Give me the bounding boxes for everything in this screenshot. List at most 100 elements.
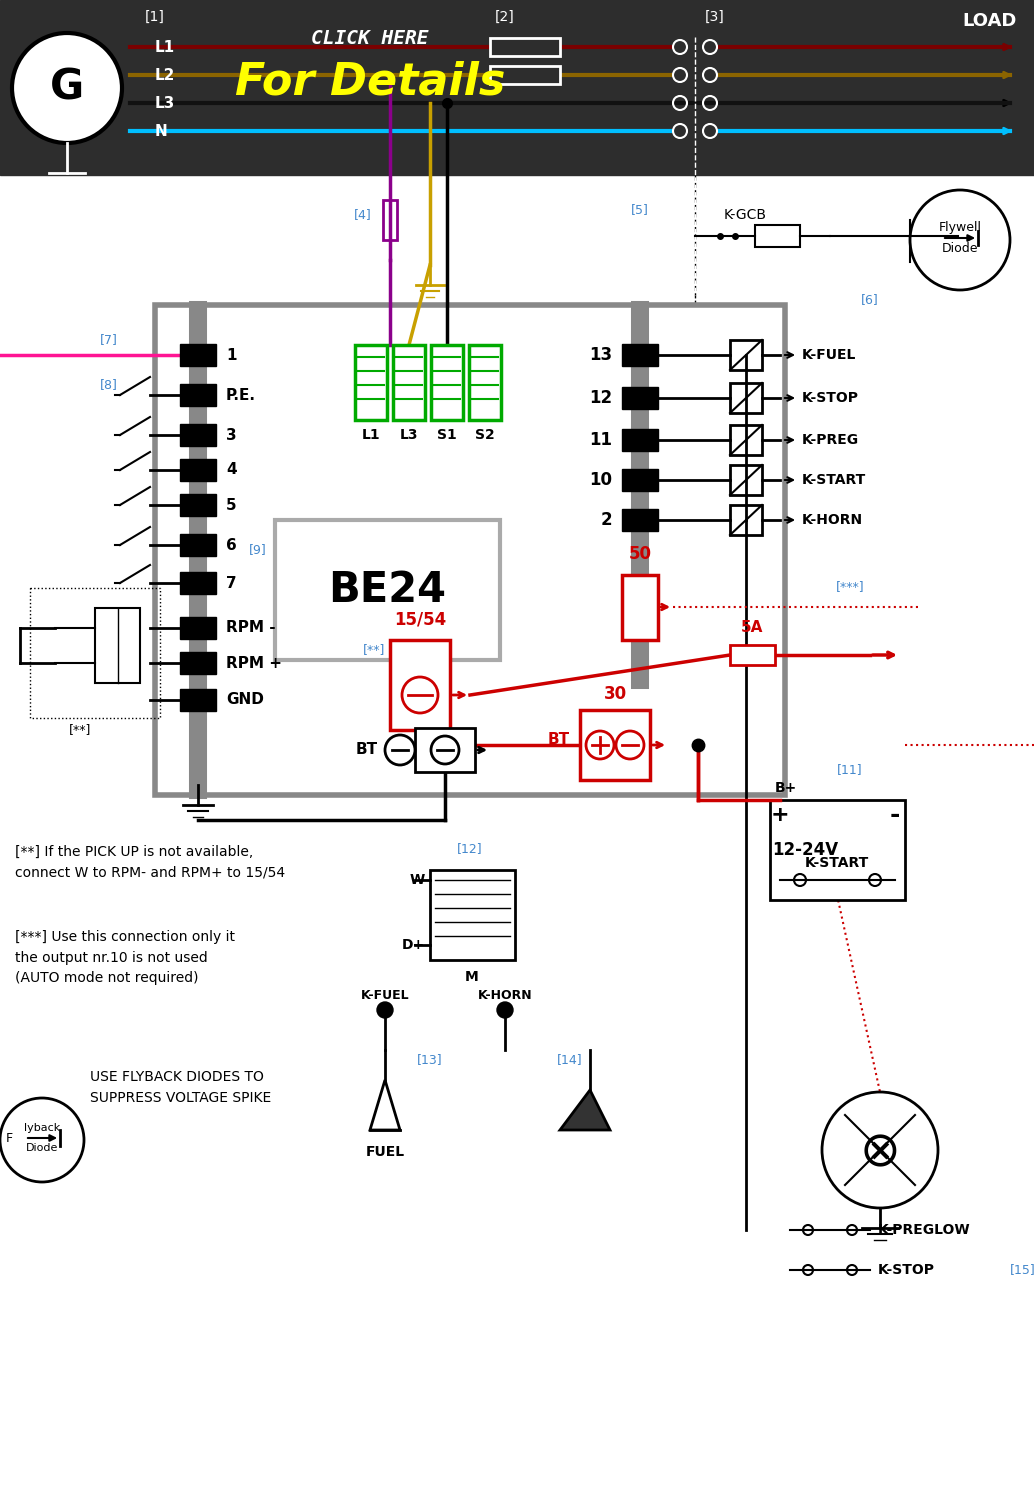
Text: K-FUEL: K-FUEL bbox=[802, 347, 856, 362]
Text: [7]: [7] bbox=[100, 334, 118, 346]
Text: 7: 7 bbox=[226, 576, 237, 591]
Text: L3: L3 bbox=[155, 95, 175, 110]
Bar bbox=[469, 344, 501, 420]
Text: LOAD: LOAD bbox=[963, 12, 1017, 30]
Text: L1: L1 bbox=[155, 39, 175, 54]
Bar bbox=[390, 641, 450, 729]
Bar bbox=[730, 426, 762, 456]
Text: K-HORN: K-HORN bbox=[478, 990, 533, 1002]
Bar bbox=[770, 800, 905, 899]
Text: USE FLYBACK DIODES TO
SUPPRESS VOLTAGE SPIKE: USE FLYBACK DIODES TO SUPPRESS VOLTAGE S… bbox=[90, 1069, 271, 1104]
Text: K-HORN: K-HORN bbox=[802, 513, 863, 526]
Polygon shape bbox=[560, 1090, 610, 1130]
Bar bbox=[180, 424, 216, 447]
Bar bbox=[180, 493, 216, 516]
Text: D+: D+ bbox=[402, 938, 425, 952]
Text: 30: 30 bbox=[604, 684, 627, 702]
Text: BE24: BE24 bbox=[329, 569, 447, 611]
Text: 2: 2 bbox=[601, 511, 612, 529]
Text: L1: L1 bbox=[362, 429, 381, 442]
Text: FUEL: FUEL bbox=[365, 1145, 404, 1160]
Text: 10: 10 bbox=[589, 471, 612, 489]
Circle shape bbox=[497, 1002, 513, 1018]
Bar bbox=[580, 710, 650, 781]
Text: K-GCB: K-GCB bbox=[724, 208, 766, 223]
Text: ⊗: ⊗ bbox=[859, 1128, 901, 1176]
Text: F: F bbox=[6, 1131, 13, 1145]
Text: [8]: [8] bbox=[100, 379, 118, 391]
Text: L3: L3 bbox=[400, 429, 418, 442]
Text: 11: 11 bbox=[589, 432, 612, 450]
Circle shape bbox=[0, 1098, 84, 1182]
Bar bbox=[180, 689, 216, 711]
Text: 6: 6 bbox=[226, 537, 237, 552]
Bar bbox=[180, 459, 216, 481]
Text: P.E.: P.E. bbox=[226, 388, 256, 403]
Text: 5: 5 bbox=[226, 498, 237, 513]
Text: lyback: lyback bbox=[24, 1123, 60, 1133]
Text: K-PREGLOW: K-PREGLOW bbox=[878, 1223, 971, 1236]
Text: K-STOP: K-STOP bbox=[878, 1263, 935, 1277]
Text: [***] Use this connection only it
the output nr.10 is not used
(AUTO mode not re: [***] Use this connection only it the ou… bbox=[16, 929, 235, 985]
Text: [**]: [**] bbox=[69, 723, 91, 735]
Bar bbox=[0, 0, 1034, 174]
Bar bbox=[730, 505, 762, 535]
Text: K-START: K-START bbox=[804, 856, 870, 869]
Bar bbox=[180, 572, 216, 594]
Bar bbox=[490, 38, 560, 56]
Text: [4]: [4] bbox=[355, 209, 372, 221]
Text: [15]: [15] bbox=[1010, 1263, 1034, 1277]
Text: K-PREG: K-PREG bbox=[802, 433, 859, 447]
Text: 12: 12 bbox=[589, 390, 612, 408]
Text: K-START: K-START bbox=[802, 472, 866, 487]
Text: L2: L2 bbox=[155, 68, 176, 83]
Bar bbox=[730, 340, 762, 370]
Text: RPM -: RPM - bbox=[226, 621, 276, 636]
Bar bbox=[490, 66, 560, 84]
Text: 13: 13 bbox=[589, 346, 612, 364]
Bar bbox=[431, 344, 463, 420]
Text: 5A: 5A bbox=[740, 620, 763, 635]
Text: 15/54: 15/54 bbox=[394, 611, 446, 629]
Text: K-FUEL: K-FUEL bbox=[361, 990, 409, 1002]
Text: [**]: [**] bbox=[363, 644, 385, 657]
Bar bbox=[730, 645, 776, 665]
Text: [3]: [3] bbox=[705, 11, 725, 24]
Bar bbox=[180, 384, 216, 406]
Text: [11]: [11] bbox=[838, 764, 862, 776]
Bar bbox=[622, 508, 658, 531]
Bar bbox=[622, 469, 658, 490]
Text: S1: S1 bbox=[437, 429, 457, 442]
Bar bbox=[383, 200, 397, 241]
Text: Diode: Diode bbox=[942, 242, 978, 254]
Text: B+: B+ bbox=[776, 781, 797, 796]
Text: [5]: [5] bbox=[631, 203, 649, 217]
Text: [**] If the PICK UP is not available,
connect W to RPM- and RPM+ to 15/54: [**] If the PICK UP is not available, co… bbox=[16, 845, 285, 880]
Text: 4: 4 bbox=[226, 463, 237, 477]
Bar bbox=[180, 344, 216, 365]
Bar bbox=[393, 344, 425, 420]
Circle shape bbox=[12, 33, 122, 143]
Bar bbox=[155, 305, 785, 796]
Text: RPM +: RPM + bbox=[226, 656, 282, 671]
Bar bbox=[180, 617, 216, 639]
Bar bbox=[415, 728, 475, 772]
Text: [12]: [12] bbox=[457, 842, 483, 854]
Bar bbox=[622, 387, 658, 409]
Text: [2]: [2] bbox=[495, 11, 515, 24]
Bar bbox=[755, 226, 800, 247]
Text: [***]: [***] bbox=[835, 581, 864, 593]
Circle shape bbox=[910, 190, 1010, 290]
Text: [6]: [6] bbox=[861, 293, 879, 307]
Text: For Details: For Details bbox=[235, 60, 506, 104]
Bar bbox=[355, 344, 387, 420]
Bar bbox=[430, 869, 515, 960]
Circle shape bbox=[822, 1092, 938, 1208]
Text: [14]: [14] bbox=[557, 1053, 583, 1066]
Text: G: G bbox=[50, 68, 84, 108]
Text: BT: BT bbox=[356, 743, 378, 758]
Text: GND: GND bbox=[226, 692, 264, 707]
Text: CLICK HERE: CLICK HERE bbox=[311, 29, 429, 48]
Text: M: M bbox=[465, 970, 479, 984]
Text: 1: 1 bbox=[226, 347, 237, 362]
